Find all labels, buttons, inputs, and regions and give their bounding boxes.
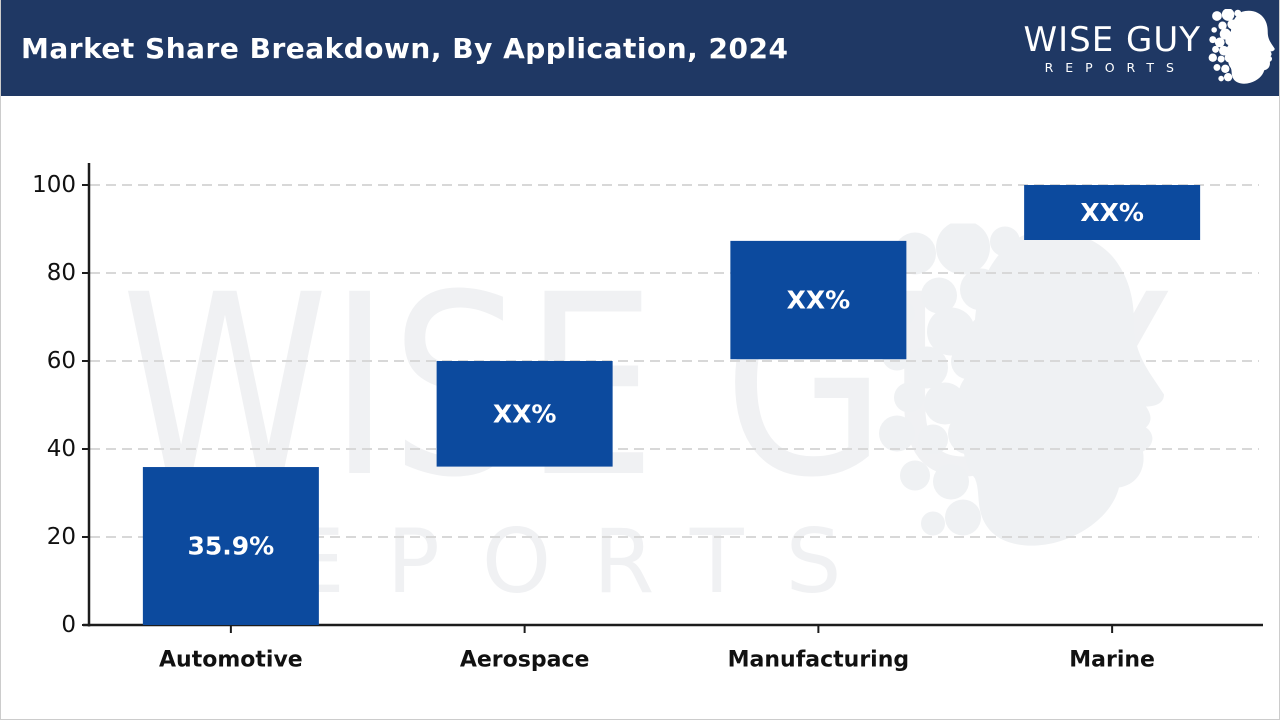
bar-value-label: XX% [1080, 198, 1144, 227]
y-tick-label: 80 [47, 260, 76, 286]
waterfall-chart: 0 20 40 60 80 100 35.9% Automotive XX% Aerospace X… [32, 163, 1263, 673]
bar [142, 467, 319, 625]
y-tick-label: 100 [32, 172, 76, 198]
bar [730, 240, 907, 360]
y-tick-label: 0 [61, 612, 76, 638]
bar-value-label: 35.9% [188, 532, 275, 561]
header-bar: Market Share Breakdown, By Application, … [1, 0, 1279, 96]
bar [1024, 185, 1201, 240]
x-category-label: Manufacturing [728, 648, 910, 673]
y-tick-label: 40 [47, 436, 76, 462]
bar [436, 361, 613, 467]
brand-logo-text: WISE GUY REPORTS [1023, 23, 1201, 75]
page-title: Market Share Breakdown, By Application, … [21, 31, 789, 65]
bar-value-label: XX% [493, 399, 557, 428]
bar-value-label: XX% [787, 286, 851, 315]
brand-head-icon [1207, 9, 1277, 89]
x-category-label: Aerospace [460, 648, 590, 673]
y-tick-label: 60 [47, 348, 76, 374]
y-tick-label: 20 [47, 524, 76, 550]
brand-subtitle: REPORTS [1044, 60, 1186, 76]
brand-name: WISE GUY [1023, 20, 1201, 61]
x-category-label: Marine [1069, 648, 1155, 673]
brand-logo: WISE GUY REPORTS [1023, 6, 1277, 92]
x-category-label: Automotive [159, 648, 303, 673]
